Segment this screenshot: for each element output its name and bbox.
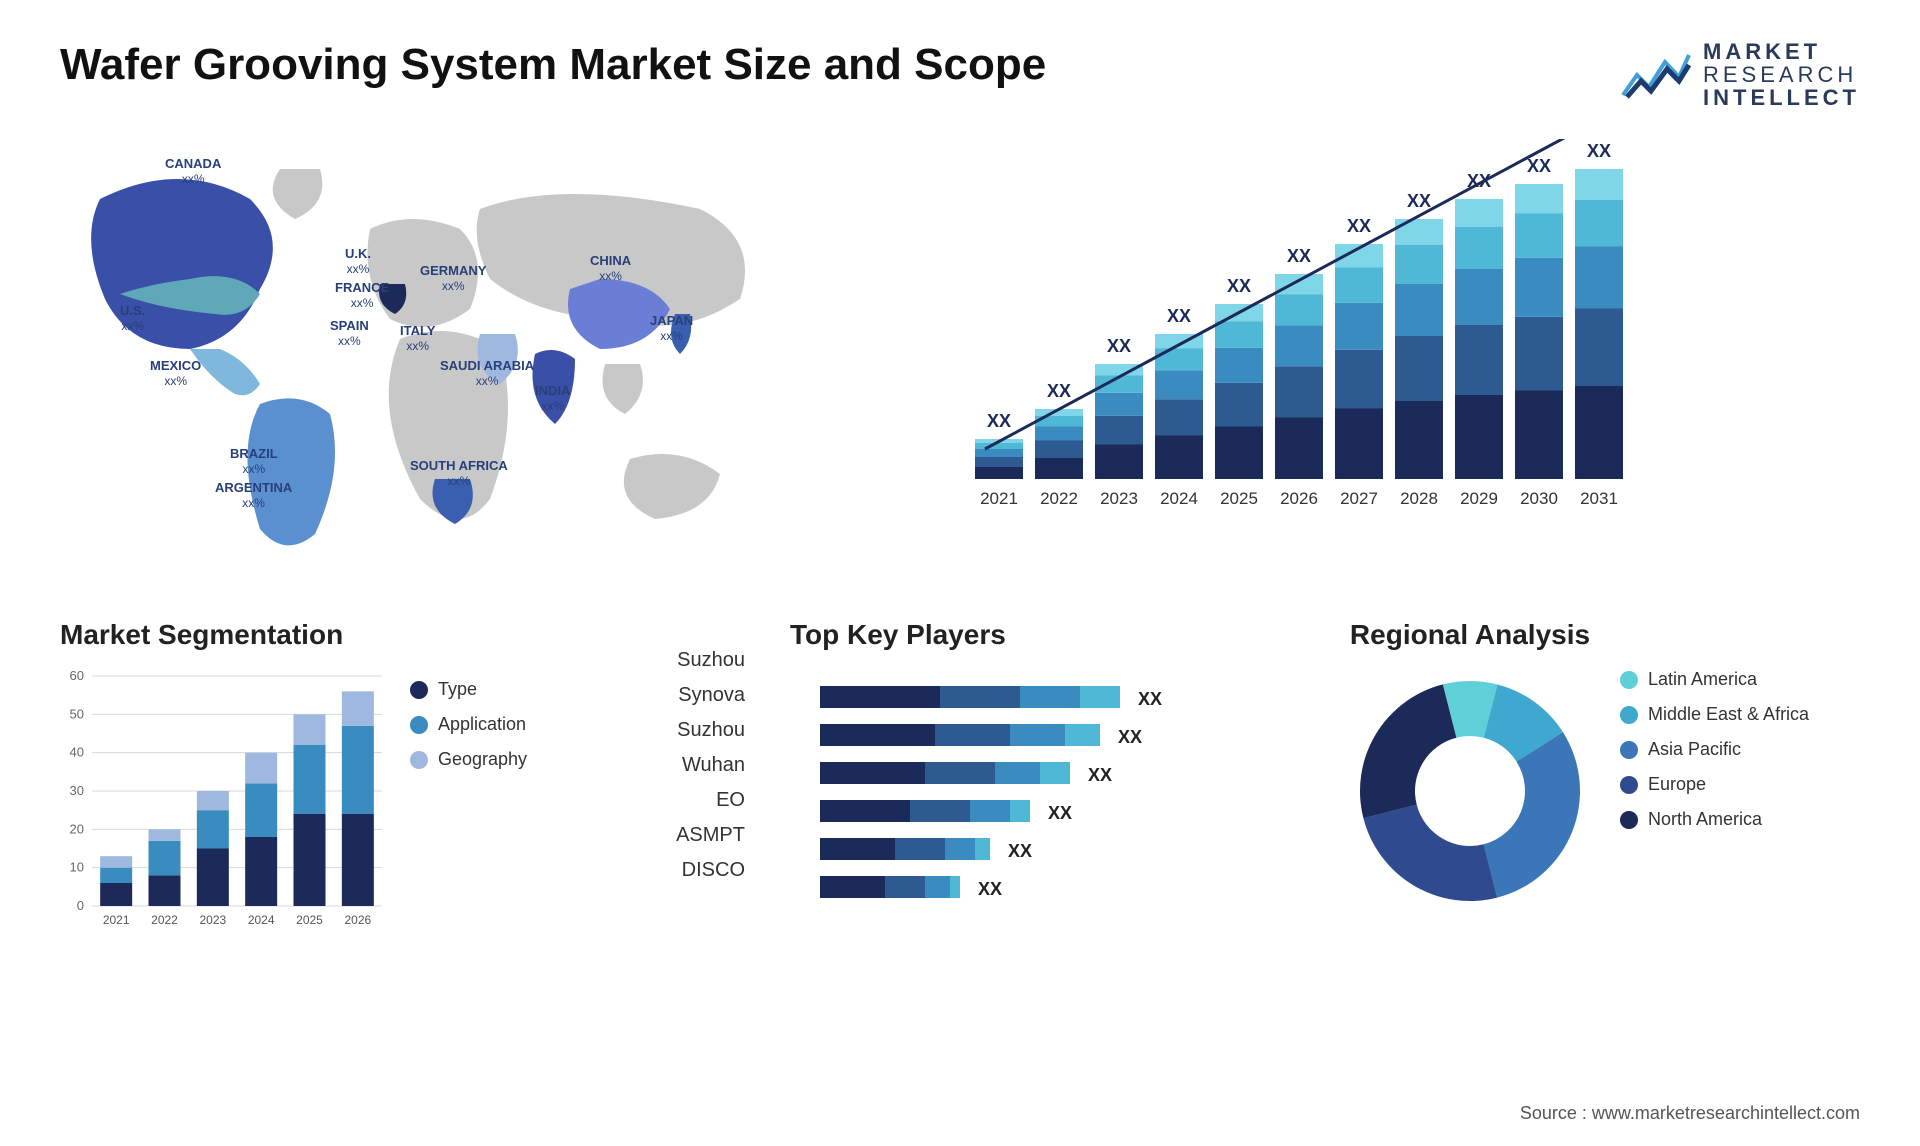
region-legend-middle-east---africa: Middle East & Africa <box>1620 704 1860 725</box>
svg-text:50: 50 <box>70 707 84 722</box>
side-list-item: Synova <box>600 684 760 707</box>
svg-text:0: 0 <box>77 898 84 913</box>
map-label-southafrica: SOUTH AFRICAxx% <box>410 459 508 488</box>
svg-text:XX: XX <box>1008 841 1032 861</box>
region-legend-asia-pacific: Asia Pacific <box>1620 739 1860 760</box>
svg-text:2021: 2021 <box>103 913 130 926</box>
brand-logo: MARKET RESEARCH INTELLECT <box>1621 40 1860 109</box>
map-label-italy: ITALYxx% <box>400 324 435 353</box>
svg-text:2024: 2024 <box>248 913 275 926</box>
svg-text:XX: XX <box>1048 803 1072 823</box>
svg-text:2026: 2026 <box>1280 489 1318 508</box>
region-legend-latin-america: Latin America <box>1620 669 1860 690</box>
svg-text:2022: 2022 <box>1040 489 1078 508</box>
map-label-mexico: MEXICOxx% <box>150 359 201 388</box>
svg-text:2030: 2030 <box>1520 489 1558 508</box>
segmentation-side-list: Suzhou Synova Suzhou Wuhan EO ASMPT DISCO <box>600 619 760 926</box>
forecast-bar-chart: XX 2021 XX 2022 XX 2023 XX 2024 XX 2025 XX 2026 XX 20… <box>960 139 1700 539</box>
map-label-france: FRANCExx% <box>335 281 389 310</box>
world-map-icon <box>60 139 920 569</box>
logo-mark-icon <box>1621 47 1691 102</box>
region-legend-north-america: North America <box>1620 809 1860 830</box>
map-label-japan: JAPANxx% <box>650 314 693 343</box>
players-bar-chart: XX XX XX XX XX XX <box>790 666 1260 926</box>
svg-text:40: 40 <box>70 745 84 760</box>
map-label-uk: U.K.xx% <box>345 247 371 276</box>
source-attribution: Source : www.marketresearchintellect.com <box>1520 1103 1860 1124</box>
svg-text:2027: 2027 <box>1340 489 1378 508</box>
svg-text:XX: XX <box>1118 727 1142 747</box>
side-list-item: Wuhan <box>600 754 760 777</box>
regional-title: Regional Analysis <box>1340 619 1600 651</box>
side-list-item: DISCO <box>600 859 760 882</box>
side-list-item: Suzhou <box>600 649 760 672</box>
side-list-item: EO <box>600 789 760 812</box>
regional-legend: Latin America Middle East & Africa Asia Pa… <box>1620 619 1860 926</box>
map-label-us: U.S.xx% <box>120 304 145 333</box>
seg-legend-application: Application <box>410 714 580 735</box>
svg-text:60: 60 <box>70 668 84 683</box>
seg-legend-type: Type <box>410 679 580 700</box>
logo-line1: MARKET <box>1703 40 1860 63</box>
side-list-item: Suzhou <box>600 719 760 742</box>
map-label-argentina: ARGENTINAxx% <box>215 481 292 510</box>
svg-text:XX: XX <box>1107 336 1131 356</box>
page-title: Wafer Grooving System Market Size and Sc… <box>60 40 1046 90</box>
svg-text:2029: 2029 <box>1460 489 1498 508</box>
svg-text:2026: 2026 <box>344 913 371 926</box>
map-label-brazil: BRAZILxx% <box>230 447 278 476</box>
svg-text:XX: XX <box>1287 246 1311 266</box>
segmentation-legend: Type Application Geography <box>410 679 580 770</box>
svg-text:20: 20 <box>70 822 84 837</box>
svg-text:XX: XX <box>1047 381 1071 401</box>
svg-text:2022: 2022 <box>151 913 178 926</box>
svg-text:XX: XX <box>1347 216 1371 236</box>
svg-text:2025: 2025 <box>1220 489 1258 508</box>
segmentation-bar-chart: 0 10 20 30 40 50 60 2021 2022 2023 2024 2025 2026 <box>60 666 390 926</box>
map-label-china: CHINAxx% <box>590 254 631 283</box>
segmentation-title: Market Segmentation <box>60 619 390 651</box>
map-label-spain: SPAINxx% <box>330 319 369 348</box>
side-list-item: ASMPT <box>600 824 760 847</box>
svg-text:2028: 2028 <box>1400 489 1438 508</box>
svg-text:XX: XX <box>1167 306 1191 326</box>
logo-line3: INTELLECT <box>1703 86 1860 109</box>
svg-text:XX: XX <box>1138 689 1162 709</box>
region-legend-europe: Europe <box>1620 774 1860 795</box>
svg-text:2021: 2021 <box>980 489 1018 508</box>
map-label-canada: CANADAxx% <box>165 157 221 186</box>
svg-text:XX: XX <box>1088 765 1112 785</box>
svg-text:XX: XX <box>978 879 1002 899</box>
map-label-germany: GERMANYxx% <box>420 264 486 293</box>
svg-text:2024: 2024 <box>1160 489 1198 508</box>
svg-text:XX: XX <box>1587 141 1611 161</box>
svg-text:2031: 2031 <box>1580 489 1618 508</box>
svg-text:2023: 2023 <box>1100 489 1138 508</box>
regional-donut-chart <box>1340 666 1600 906</box>
world-map-panel: CANADAxx% U.S.xx% MEXICOxx% BRAZILxx% ARGENT… <box>60 139 920 579</box>
seg-legend-geography: Geography <box>410 749 580 770</box>
svg-text:XX: XX <box>1407 191 1431 211</box>
svg-text:2025: 2025 <box>296 913 323 926</box>
svg-text:XX: XX <box>1227 276 1251 296</box>
svg-text:2023: 2023 <box>199 913 226 926</box>
map-label-india: INDIAxx% <box>535 384 570 413</box>
forecast-chart-panel: XX 2021 XX 2022 XX 2023 XX 2024 XX 2025 XX 2026 XX 20… <box>960 139 1860 579</box>
map-label-saudiarabia: SAUDI ARABIAxx% <box>440 359 534 388</box>
svg-text:10: 10 <box>70 860 84 875</box>
svg-text:XX: XX <box>987 411 1011 431</box>
svg-text:30: 30 <box>70 783 84 798</box>
svg-text:XX: XX <box>1527 156 1551 176</box>
logo-line2: RESEARCH <box>1703 63 1860 86</box>
players-title: Top Key Players <box>790 619 1310 651</box>
